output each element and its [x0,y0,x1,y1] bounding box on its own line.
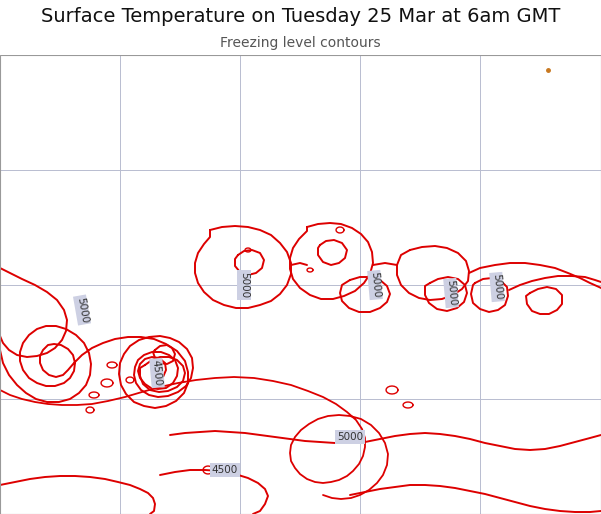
Text: 5000: 5000 [337,432,363,442]
Text: 5000: 5000 [491,273,503,301]
Text: 5000: 5000 [239,272,249,298]
Text: Freezing level contours: Freezing level contours [220,36,381,50]
Text: Surface Temperature on Tuesday 25 Mar at 6am GMT: Surface Temperature on Tuesday 25 Mar at… [41,7,560,26]
Text: 5000: 5000 [75,296,89,324]
Text: 4500: 4500 [212,465,238,475]
Text: 4500: 4500 [151,359,163,387]
Text: 5000: 5000 [445,280,457,306]
Text: 5000: 5000 [369,271,381,299]
